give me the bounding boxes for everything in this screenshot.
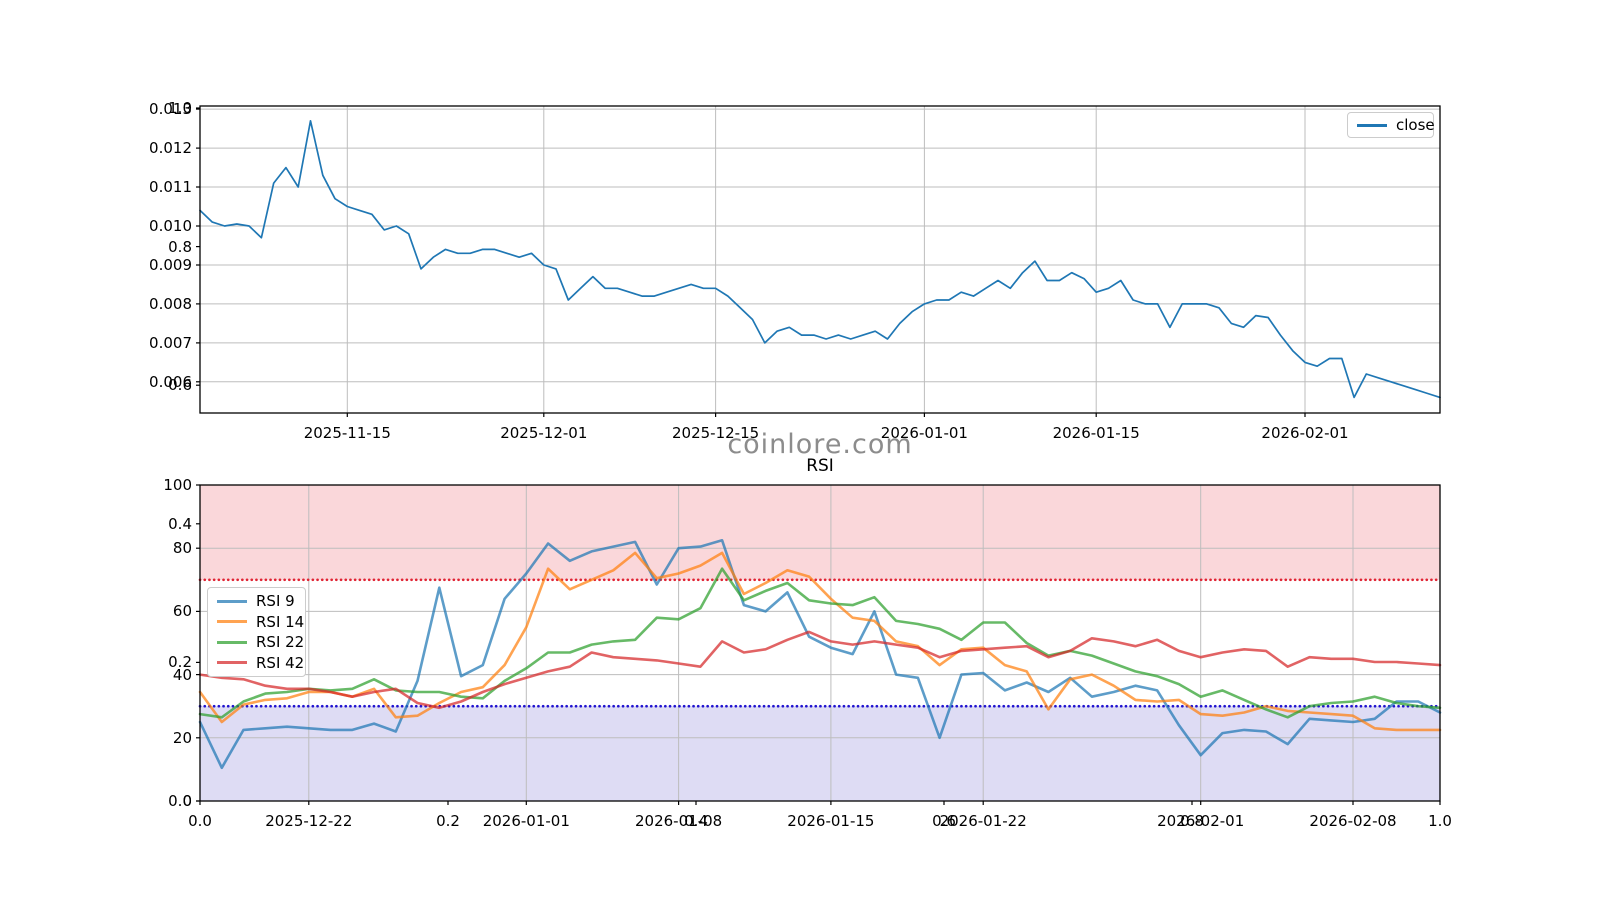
legend-entry-label: close — [1396, 116, 1435, 134]
overlay-x-tick-label: 0.6 — [932, 812, 956, 830]
legend-row: close — [1357, 116, 1435, 134]
legend-line-sample — [217, 661, 247, 665]
legend-entry-label: RSI 9 — [256, 592, 295, 611]
rsi-y-tick-label: 0 — [182, 792, 192, 810]
price-y-tick-label: 0.008 — [149, 294, 192, 313]
rsi-chart-title: RSI — [806, 456, 834, 476]
price-y-tick-label: 0.007 — [149, 333, 192, 352]
legend-entry-label: RSI 14 — [256, 612, 305, 631]
rsi-series-rsi-22 — [198, 567, 1442, 719]
rsi-band — [200, 485, 1440, 580]
rsi-x-tick-label: 2025-12-22 — [265, 812, 353, 830]
rsi-y-tick-label: 60 — [172, 602, 192, 621]
legend-row: RSI 42 — [217, 653, 304, 674]
overlay-x-tick-label: 0.4 — [684, 812, 708, 830]
price-x-tick-label: 2025-11-15 — [303, 424, 391, 442]
rsi-legend: RSI 9 RSI 14 RSI 22 RSI 42 — [207, 587, 306, 677]
rsi-series-rsi-9 — [198, 538, 1442, 770]
overlay-x-tick-label: 0.0 — [188, 812, 212, 830]
legend-row: RSI 14 — [217, 612, 304, 633]
rsi-x-tick-label: 2026-01-22 — [939, 812, 1027, 830]
overlay-y-tick-label: 0.8 — [168, 237, 192, 256]
rsi-series-rsi-14 — [198, 551, 1442, 732]
overlay-y-tick-label: 0.4 — [168, 514, 192, 533]
overlay-y-tick-label: 0.6 — [168, 376, 192, 395]
price-y-tick-label: 0.013 — [149, 100, 192, 119]
rsi-y-tick-label: 100 — [163, 476, 192, 494]
rsi-band — [200, 706, 1440, 801]
legend-row: RSI 22 — [217, 632, 304, 653]
rsi-x-tick-label: 2026-01-01 — [482, 812, 570, 830]
price-legend: close — [1347, 112, 1435, 138]
watermark: coinlore.com — [727, 429, 913, 460]
legend-line-sample — [217, 599, 247, 603]
overlay-y-tick-label: 0.2 — [168, 653, 192, 672]
rsi-spine — [199, 484, 1441, 802]
rsi-x-tick-label: 2026-01-08 — [635, 812, 723, 830]
price-y-tick-label: 0.006 — [149, 372, 192, 391]
price-x-tick-label: 2026-01-01 — [880, 424, 968, 442]
price-x-tick-label: 2025-12-01 — [500, 424, 588, 442]
overlay-y-tick-label: 0.0 — [168, 792, 192, 810]
legend-line-sample — [217, 620, 247, 624]
legend-entry-label: RSI 42 — [256, 653, 305, 672]
rsi-y-tick-label: 40 — [172, 665, 192, 684]
overlay-y-tick-label: 1.0 — [168, 99, 192, 117]
rsi-y-tick-label: 20 — [172, 728, 192, 747]
rsi-x-tick-label: 2026-02-08 — [1309, 812, 1397, 830]
price-x-tick-label: 2025-12-15 — [672, 424, 760, 442]
price-x-tick-label: 2026-02-01 — [1261, 424, 1349, 442]
rsi-x-tick-label: 2026-01-15 — [787, 812, 875, 830]
rsi-y-tick-label: 80 — [172, 539, 192, 558]
legend-line-sample — [217, 640, 247, 644]
price-y-tick-label: 0.012 — [149, 139, 192, 158]
overlay-x-tick-label: 1.0 — [1428, 812, 1452, 830]
price-x-tick-label: 2026-01-15 — [1052, 424, 1140, 442]
price-y-tick-label: 0.009 — [149, 256, 192, 274]
overlay-x-tick-label: 0.2 — [436, 812, 460, 830]
legend-line-sample — [1357, 123, 1387, 127]
rsi-x-tick-label: 2026-02-01 — [1157, 812, 1245, 830]
price-y-tick-label: 0.010 — [149, 217, 192, 235]
price-y-tick-label: 0.011 — [149, 178, 192, 196]
legend-entry-label: RSI 22 — [256, 633, 305, 652]
legend-row: RSI 9 — [217, 591, 296, 612]
price-series-close — [199, 119, 1441, 399]
overlay-x-tick-label: 0.8 — [1180, 812, 1204, 830]
rsi-series-rsi-42 — [198, 630, 1442, 710]
price-spine — [199, 105, 1441, 414]
